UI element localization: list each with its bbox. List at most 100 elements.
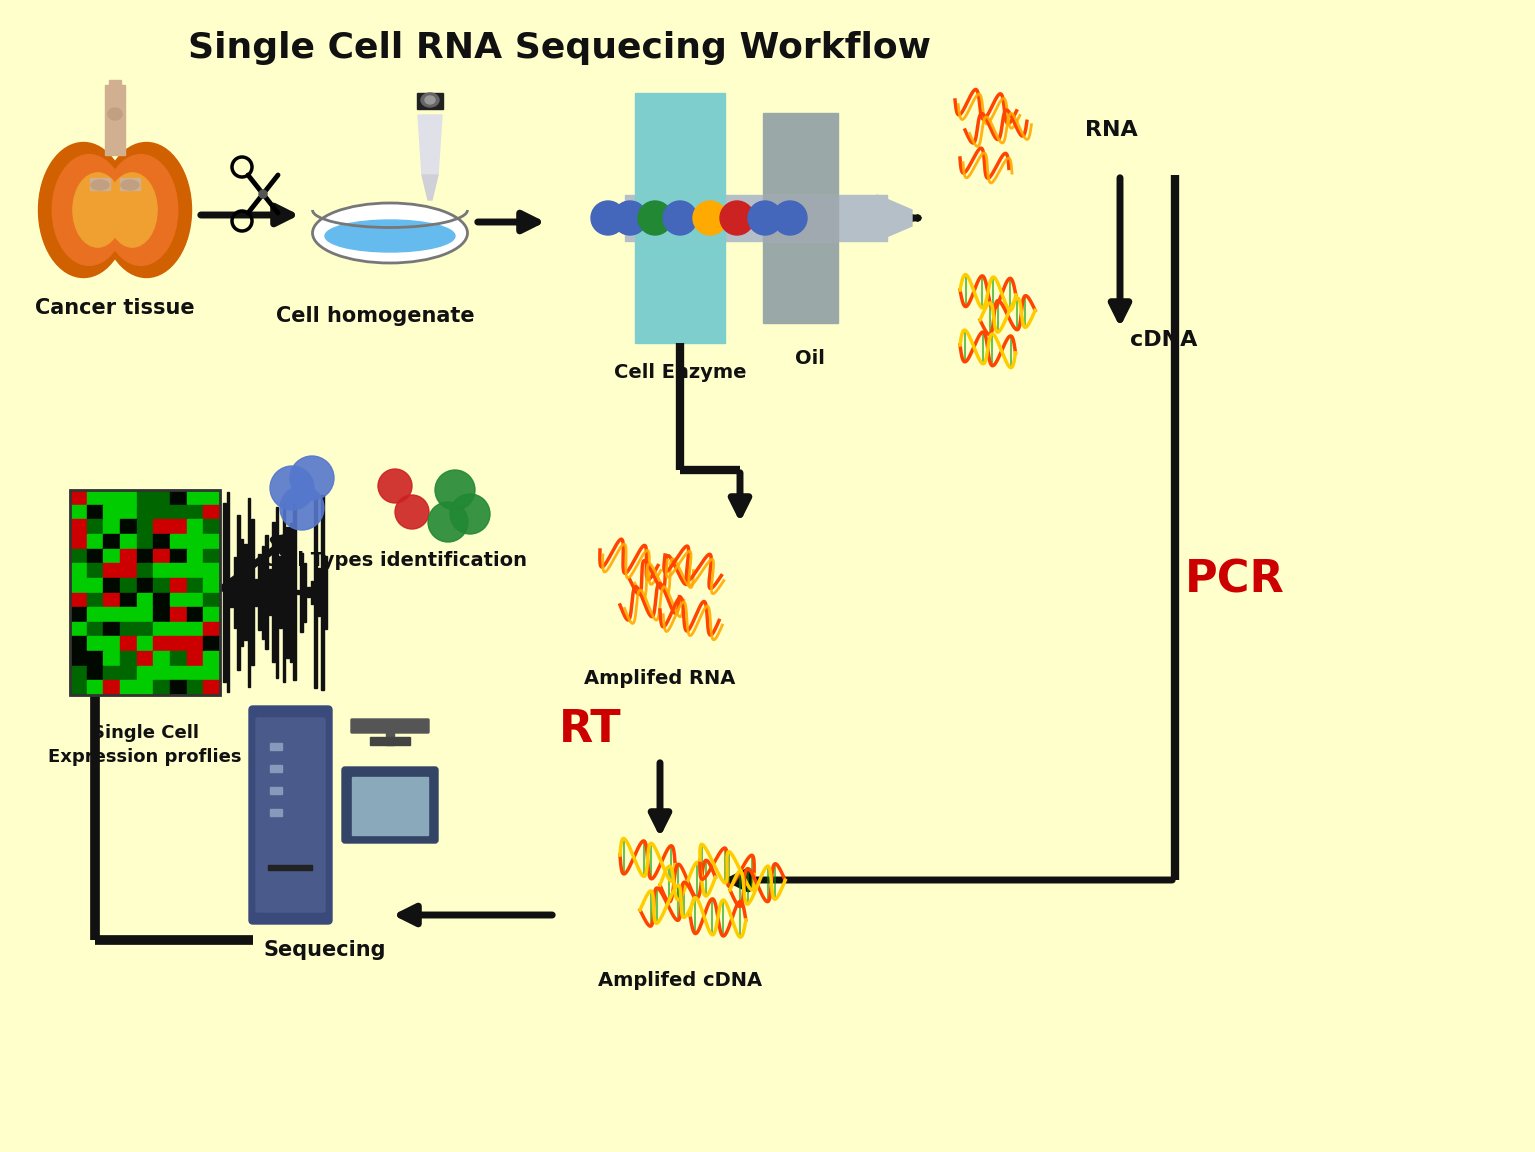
Bar: [103, 578, 120, 592]
Ellipse shape: [421, 93, 439, 107]
Bar: [137, 533, 154, 548]
Text: Single Cell
Expression proflies: Single Cell Expression proflies: [48, 725, 241, 766]
Bar: [170, 607, 187, 622]
Bar: [635, 93, 725, 343]
Bar: [763, 195, 838, 241]
Bar: [103, 607, 120, 622]
Bar: [170, 505, 187, 520]
Text: Oil: Oil: [795, 349, 824, 367]
Bar: [120, 666, 137, 681]
Text: Cell homogenate: Cell homogenate: [276, 306, 474, 326]
Bar: [203, 592, 220, 607]
Bar: [154, 666, 170, 681]
Bar: [103, 563, 120, 578]
Bar: [154, 622, 170, 636]
Bar: [104, 85, 124, 156]
Bar: [71, 505, 86, 520]
Circle shape: [290, 456, 335, 500]
Ellipse shape: [425, 96, 434, 104]
Text: Single Cell RNA Sequecing Workflow: Single Cell RNA Sequecing Workflow: [189, 31, 932, 65]
Bar: [103, 651, 120, 666]
Bar: [275, 507, 278, 679]
Bar: [120, 681, 137, 695]
Bar: [103, 666, 120, 681]
Ellipse shape: [104, 154, 178, 265]
Bar: [154, 636, 170, 651]
Polygon shape: [418, 115, 442, 175]
Bar: [71, 578, 86, 592]
Bar: [71, 622, 86, 636]
Bar: [270, 765, 282, 772]
Bar: [71, 592, 86, 607]
Bar: [187, 533, 203, 548]
Circle shape: [591, 200, 625, 235]
Bar: [137, 505, 154, 520]
Bar: [203, 681, 220, 695]
Bar: [203, 520, 220, 533]
Bar: [120, 622, 137, 636]
Bar: [227, 492, 229, 692]
Circle shape: [720, 200, 754, 235]
Bar: [170, 578, 187, 592]
Bar: [137, 548, 154, 563]
Bar: [241, 539, 243, 646]
Bar: [318, 568, 319, 616]
Ellipse shape: [107, 173, 157, 248]
Circle shape: [434, 470, 474, 510]
Ellipse shape: [121, 180, 140, 190]
Ellipse shape: [74, 173, 123, 248]
Bar: [266, 535, 267, 649]
Bar: [71, 681, 86, 695]
Bar: [324, 556, 327, 629]
Bar: [86, 548, 103, 563]
Bar: [187, 548, 203, 563]
Bar: [203, 578, 220, 592]
Bar: [71, 651, 86, 666]
Bar: [71, 520, 86, 533]
Bar: [187, 592, 203, 607]
Bar: [269, 865, 312, 870]
Bar: [187, 607, 203, 622]
Bar: [86, 505, 103, 520]
Bar: [233, 558, 236, 628]
FancyBboxPatch shape: [342, 767, 437, 843]
Bar: [86, 636, 103, 651]
Bar: [270, 809, 282, 816]
Bar: [187, 490, 203, 505]
Bar: [418, 93, 444, 109]
Bar: [170, 636, 187, 651]
Circle shape: [394, 495, 428, 529]
Bar: [203, 490, 220, 505]
Bar: [170, 490, 187, 505]
Text: RT: RT: [559, 708, 622, 751]
Bar: [137, 622, 154, 636]
Bar: [625, 195, 887, 241]
Bar: [137, 681, 154, 695]
Bar: [203, 651, 220, 666]
Bar: [109, 79, 121, 120]
Ellipse shape: [107, 108, 121, 120]
Ellipse shape: [313, 203, 468, 263]
Bar: [120, 607, 137, 622]
Bar: [187, 666, 203, 681]
Bar: [120, 179, 140, 190]
Bar: [86, 681, 103, 695]
Bar: [187, 622, 203, 636]
Bar: [170, 681, 187, 695]
Bar: [352, 776, 428, 835]
Bar: [137, 651, 154, 666]
Bar: [137, 592, 154, 607]
Bar: [187, 563, 203, 578]
Bar: [279, 556, 281, 628]
Bar: [137, 490, 154, 505]
Circle shape: [270, 467, 315, 510]
Bar: [120, 505, 137, 520]
Ellipse shape: [91, 180, 109, 190]
Bar: [91, 179, 111, 190]
Bar: [763, 113, 838, 323]
Bar: [321, 495, 324, 690]
Bar: [282, 502, 286, 682]
Bar: [154, 563, 170, 578]
Bar: [170, 622, 187, 636]
Bar: [187, 636, 203, 651]
